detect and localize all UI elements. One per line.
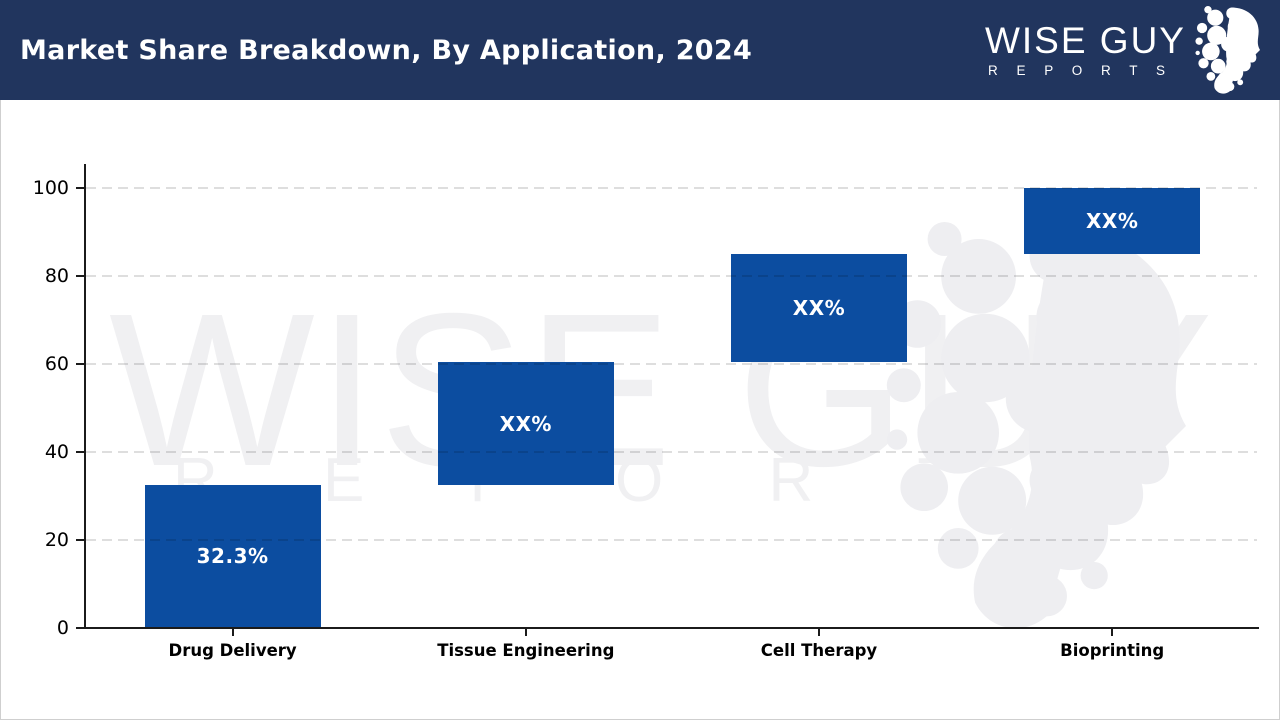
bar-segment: 32.3% [144, 485, 321, 628]
gridline-100 [86, 186, 1257, 189]
bar-value-label: XX% [499, 411, 552, 436]
y-tick-label: 100 [32, 176, 69, 199]
brand-name: WISE GUY [984, 20, 1186, 61]
y-tick-label: 40 [44, 440, 69, 463]
y-tick-0 [76, 626, 84, 629]
brand-sub: R E P O R T S [987, 63, 1173, 78]
wise-guy-head-icon [1195, 6, 1260, 94]
x-category-label: Bioprinting [1060, 641, 1165, 660]
y-tick-label: 20 [44, 528, 69, 551]
x-category-label: Drug Delivery [168, 641, 297, 660]
bar-value-label: XX% [792, 296, 846, 321]
y-tick-60 [76, 362, 84, 365]
brand-logo-text: WISE GUY R E P O R T S [985, 22, 1186, 78]
y-tick-80 [76, 274, 84, 277]
bar-segment: XX% [731, 254, 907, 363]
y-tick-label: 80 [44, 264, 69, 287]
x-category-label: Tissue Engineering [437, 641, 615, 660]
bar-segment: XX% [437, 362, 614, 486]
gridline-40 [86, 450, 1257, 453]
y-tick-label: 60 [44, 352, 69, 375]
bar-value-label: 32.3% [196, 544, 269, 569]
chart-title: Market Share Breakdown, By Application, … [20, 34, 753, 66]
x-category-label: Cell Therapy [760, 641, 878, 660]
x-tick [1111, 629, 1114, 636]
x-axis-line [84, 627, 1259, 629]
y-tick-label: 0 [56, 616, 69, 639]
plot-area: 0 20 40 60 80 100 32.3% Drug Delivery XX% Tissue … [1, 100, 1279, 719]
x-tick [524, 629, 527, 636]
y-tick-20 [76, 538, 84, 541]
y-tick-100 [76, 186, 84, 189]
bar-segment: XX% [1024, 187, 1201, 255]
gridline-60 [86, 362, 1257, 365]
header-bar: Market Share Breakdown, By Application, … [0, 0, 1280, 100]
chart-canvas: WISE GUY R E P O R T S 0 20 40 60 80 100 32.3%… [1, 100, 1279, 719]
gridline-80 [86, 274, 1257, 277]
y-tick-40 [76, 450, 84, 453]
y-axis-line [84, 164, 86, 629]
x-tick [818, 629, 820, 636]
x-tick [231, 629, 234, 636]
brand-logo: WISE GUY R E P O R T S [985, 6, 1264, 94]
bar-value-label: XX% [1085, 208, 1139, 233]
gridline-20 [86, 538, 1257, 541]
